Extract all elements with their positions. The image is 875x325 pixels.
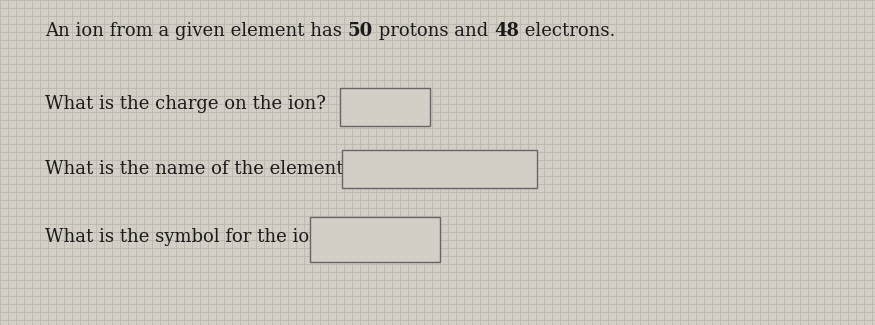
Text: 48: 48 (493, 22, 519, 40)
Text: 50: 50 (347, 22, 373, 40)
Text: What is the name of the element?: What is the name of the element? (45, 160, 354, 178)
Bar (340, 88, 430, 126)
Text: electrons.: electrons. (519, 22, 615, 40)
Text: An ion from a given element has: An ion from a given element has (45, 22, 347, 40)
Bar (310, 217, 440, 262)
Text: What is the charge on the ion?: What is the charge on the ion? (45, 95, 326, 113)
Bar (342, 150, 537, 188)
Text: What is the symbol for the ion?: What is the symbol for the ion? (45, 228, 331, 246)
Text: protons and: protons and (373, 22, 493, 40)
